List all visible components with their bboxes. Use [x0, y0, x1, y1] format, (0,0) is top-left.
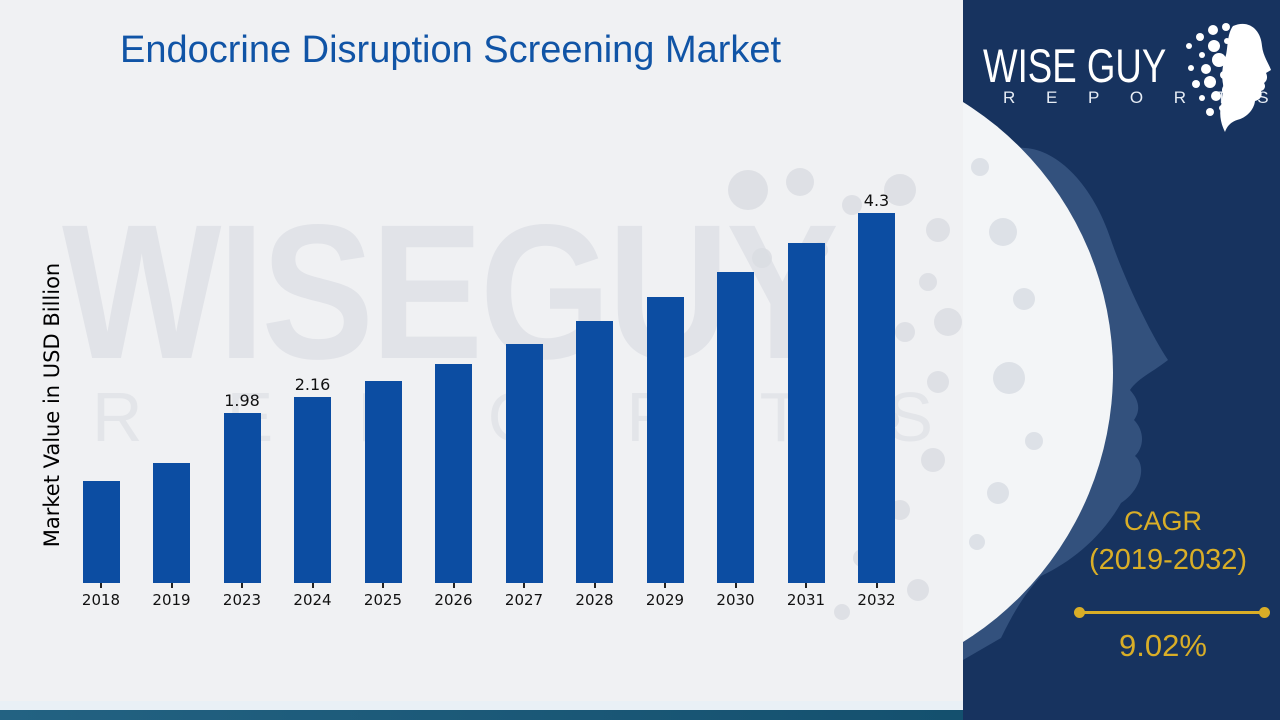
- bar-value-label-2024: 2.16: [294, 375, 331, 394]
- watermark-dot: [884, 174, 916, 206]
- bar-2026: [435, 364, 472, 583]
- x-axis-tick: [170, 583, 173, 588]
- bar-2025: [364, 381, 402, 583]
- x-axis-label-2019: 2019: [152, 591, 191, 609]
- bar-2019: [153, 463, 190, 583]
- bar-value-label-2023: 1.98: [224, 391, 260, 410]
- x-axis-label-2018: 2018: [81, 591, 121, 609]
- watermark-dot: [834, 604, 850, 620]
- bottom-teal-band: [0, 710, 963, 720]
- x-axis-label-2023: 2023: [222, 591, 262, 609]
- x-axis-tick: [875, 583, 878, 588]
- x-axis-label-2030: 2030: [716, 591, 755, 609]
- x-axis-label-2029: 2029: [645, 591, 685, 609]
- bar-2027: [505, 344, 543, 583]
- circle-dot: [969, 534, 985, 550]
- circle-dot: [993, 362, 1025, 394]
- x-axis-tick: [452, 583, 455, 588]
- x-axis-tick: [100, 583, 102, 588]
- x-axis-tick: [734, 583, 737, 588]
- watermark-dot: [927, 371, 949, 393]
- x-axis-tick: [593, 583, 596, 588]
- cagr-divider-line: [1074, 607, 1270, 618]
- watermark-dot: [842, 195, 862, 215]
- watermark-dot: [786, 168, 814, 196]
- y-axis-title: Market Value in USD Billion: [40, 262, 64, 548]
- x-axis-label-2032: 2032: [857, 591, 896, 609]
- brand-wordmark-reports: R E P O R T S: [1003, 88, 1280, 107]
- watermark-dot: [919, 273, 937, 291]
- cagr-value: 9.02%: [1119, 628, 1207, 663]
- bottom-light-band: [0, 701, 963, 711]
- brand-panel: WISE GUY R E P O R T S: [963, 0, 1280, 720]
- x-axis-tick: [805, 583, 807, 588]
- x-axis-label-2031: 2031: [786, 591, 826, 609]
- watermark-dot: [895, 322, 915, 342]
- bar-value-label-2032: 4.3: [863, 191, 890, 210]
- cagr-heading: CAGR: [1123, 506, 1202, 536]
- watermark-dot: [934, 308, 962, 336]
- circle-dot: [1013, 288, 1035, 310]
- x-axis-label-2024: 2024: [293, 591, 332, 609]
- x-axis-label-2027: 2027: [504, 591, 544, 609]
- bar-2024: [294, 397, 331, 583]
- watermark-dot: [907, 579, 929, 601]
- bar-2032: [858, 213, 895, 583]
- watermark-dot: [921, 448, 945, 472]
- watermark-dot: [926, 218, 950, 242]
- bar-2031: [787, 243, 825, 583]
- brand-face-icon: [1186, 23, 1271, 132]
- cagr-range: (2019-2032): [1089, 544, 1247, 576]
- bar-2029: [646, 297, 684, 583]
- x-axis-tick: [241, 583, 243, 588]
- x-axis-label-2025: 2025: [363, 591, 403, 609]
- bar-2028: [576, 321, 613, 583]
- x-axis-tick: [311, 583, 314, 588]
- page-title: Endocrine Disruption Screening Market: [120, 29, 782, 71]
- bar-2018: [82, 481, 120, 583]
- x-axis-tick: [523, 583, 525, 588]
- bar-2023: [223, 413, 261, 583]
- watermark-dot: [728, 170, 768, 210]
- circle-dot: [989, 218, 1017, 246]
- x-axis-label-2026: 2026: [434, 591, 473, 609]
- watermark-dot: [890, 500, 910, 520]
- x-axis-tick: [382, 583, 384, 588]
- x-axis-label-2028: 2028: [575, 591, 614, 609]
- brand-wordmark: WISE GUY: [983, 39, 1167, 92]
- circle-dot: [1025, 432, 1043, 450]
- watermark-wiseguy-text: WISEGUY: [62, 184, 839, 399]
- circle-dot: [971, 158, 989, 176]
- circle-dot: [987, 482, 1009, 504]
- bar-2030: [717, 272, 754, 583]
- watermark-dot: [752, 248, 772, 268]
- x-axis-tick: [664, 583, 666, 588]
